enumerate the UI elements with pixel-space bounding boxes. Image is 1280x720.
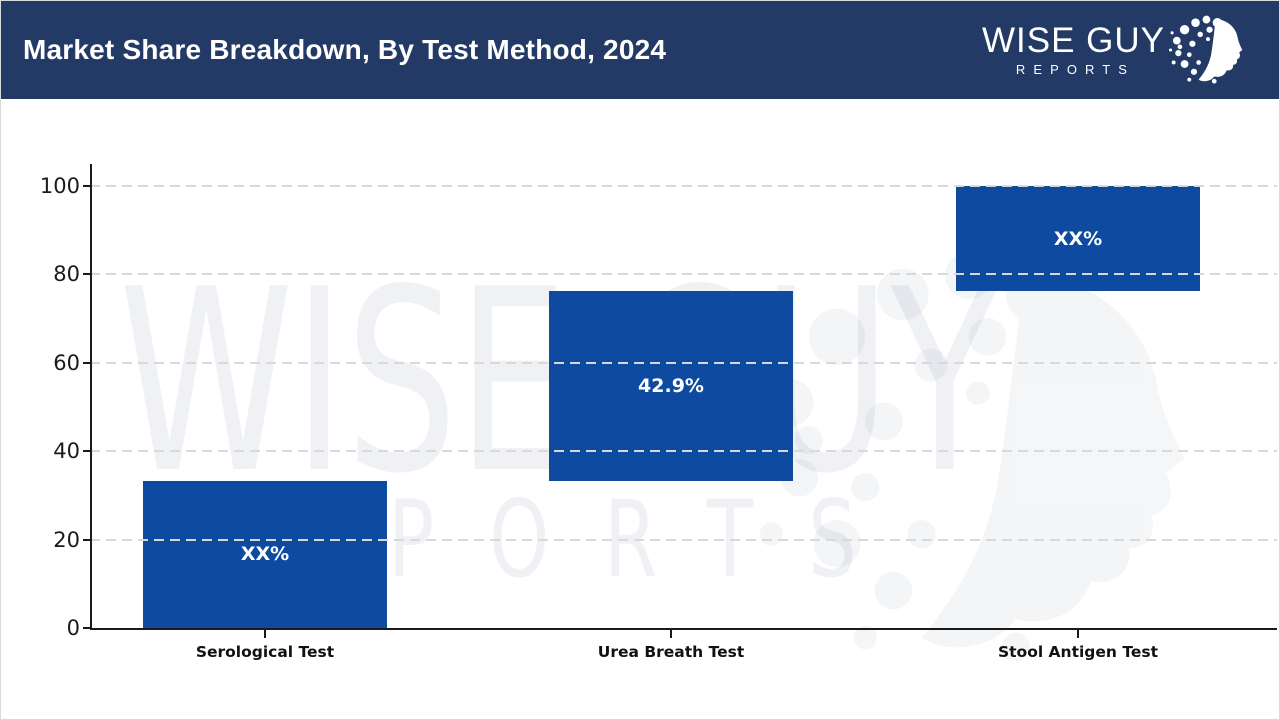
x-category-label: Serological Test [195,643,335,661]
gridline-60 [90,361,1277,364]
chart-title: Market Share Breakdown, By Test Method, … [23,34,667,65]
bar-value-label: 42.9% [638,375,704,397]
bar-1 [143,480,387,628]
logo-text: WISE GUY REPORTS [982,23,1165,77]
x-category-label: Stool Antigen Test [997,643,1159,661]
dotted-face-icon [1169,15,1243,84]
bar-value-label: XX% [240,543,290,566]
logo-subtitle: REPORTS [1015,62,1135,77]
y-tick-40 [83,450,90,453]
y-tick-label: 40 [53,439,80,464]
bar-2 [549,291,793,481]
y-axis-line [90,164,92,630]
y-tick-60 [83,361,90,364]
y-tick-label: 0 [66,616,80,640]
y-tick-20 [83,538,90,541]
y-tick-80 [83,273,90,276]
header-bar: Market Share Breakdown, By Test Method, … [1,1,1279,99]
gridline-40 [90,450,1277,453]
x-tick-1 [264,630,266,638]
x-category-label: Urea Breath Test [597,643,745,661]
gridline-100 [90,185,1277,187]
y-tick-0 [83,627,90,629]
y-tick-100 [83,185,90,187]
x-tick-2 [670,630,672,638]
y-tick-label: 100 [39,174,80,198]
x-axis-line [90,628,1277,630]
logo-wordmark: WISE GUY [981,21,1165,60]
gridline-20 [90,538,1277,541]
plot-area: WISE GUY REPORTS XX% 42.9% XX% 0 20 40 60 80 100… [1,99,1279,719]
bar-value-label: XX% [1053,227,1103,250]
wise-guy-logo: WISE GUY REPORTS [982,9,1247,91]
x-tick-3 [1077,630,1079,638]
y-tick-label: 80 [53,262,80,287]
y-tick-label: 20 [53,527,80,552]
gridline-80 [90,273,1277,276]
y-tick-label: 60 [53,350,80,375]
